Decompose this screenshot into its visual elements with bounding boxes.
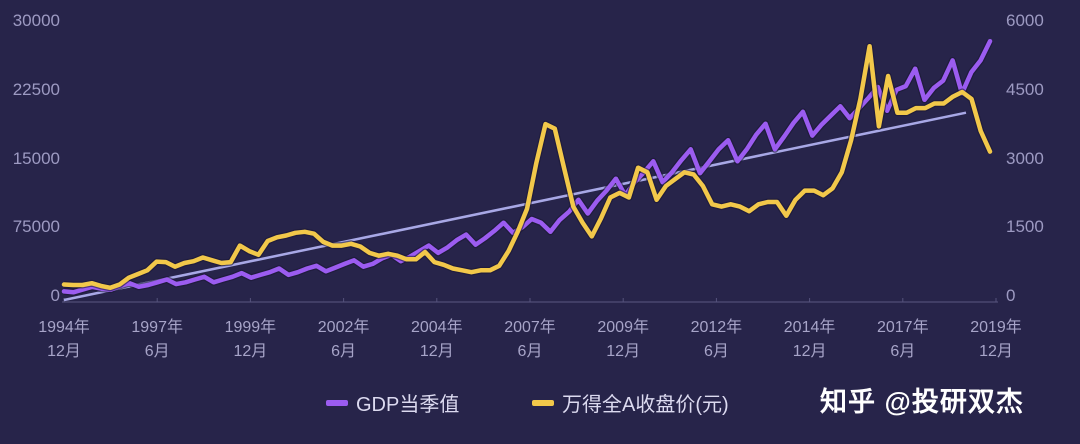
- x-tick-year: 1994年: [38, 319, 90, 336]
- x-tick-month: 12月: [419, 343, 454, 360]
- x-tick-year: 2002年: [317, 319, 370, 336]
- x-tick-label: 2017年 6月: [863, 316, 943, 364]
- x-tick-label: 1999年 12月: [210, 316, 290, 364]
- x-tick-year: 2019年: [970, 319, 1022, 336]
- y-right-tick: 6000: [1006, 11, 1044, 30]
- y-right-tick: 3000: [1006, 148, 1044, 168]
- x-tick-label: 1997年 6月: [117, 316, 197, 364]
- y-right-tick: 0: [1006, 286, 1016, 305]
- x-tick-label: 2004年 12月: [397, 316, 477, 364]
- x-tick-label: 2012年 6月: [676, 316, 756, 364]
- x-tick-year: 2012年: [690, 319, 743, 336]
- wind-a-swatch-icon: [532, 399, 554, 406]
- legend-item-wind-a[interactable]: 万得全A收盘价(元): [532, 388, 729, 417]
- y-right-tick: 1500: [1006, 217, 1044, 237]
- x-tick-label: 2007年 6月: [490, 316, 570, 364]
- x-tick-year: 1999年: [224, 319, 277, 336]
- x-tick-month: 12月: [606, 343, 641, 360]
- legend-label-gdp: GDP当季值: [356, 394, 460, 416]
- trend-line: [63, 111, 967, 302]
- x-tick-year: 2004年: [410, 319, 463, 336]
- x-tick-month: 12月: [979, 343, 1013, 360]
- x-tick-year: 2017年: [876, 319, 929, 336]
- x-tick-label: 1994年 12月: [24, 316, 104, 364]
- x-tick-year: 2014年: [783, 319, 836, 336]
- x-tick-month: 6月: [703, 343, 729, 360]
- x-tick-month: 12月: [47, 343, 81, 360]
- x-tick-label: 2014年 12月: [770, 316, 850, 364]
- y-left-tick: 30000: [12, 11, 60, 30]
- x-tick-month: 6月: [331, 343, 357, 360]
- x-tick-month: 12月: [792, 343, 827, 360]
- x-tick-label: 2002年 6月: [304, 316, 384, 364]
- x-tick-month: 6月: [890, 343, 916, 360]
- legend-item-gdp[interactable]: GDP当季值: [326, 388, 459, 417]
- watermark: 知乎 @投研双杰: [820, 387, 1024, 417]
- x-tick-month: 6月: [517, 343, 543, 360]
- gdp-line[interactable]: [61, 38, 993, 295]
- x-tick-month: 12月: [233, 343, 268, 360]
- x-tick-year: 2009年: [597, 319, 649, 336]
- x-tick-label: 2019年 12月: [956, 316, 1036, 364]
- x-tick-year: 2007年: [504, 319, 556, 336]
- wind-a-line[interactable]: [61, 43, 993, 291]
- wind-a-line-shadow: [63, 42, 994, 292]
- y-right-tick: 4500: [1006, 79, 1044, 99]
- y-left-tick: 22500: [12, 79, 60, 99]
- x-tick-month: 6月: [144, 343, 170, 360]
- x-tick-label: 2009年 12月: [583, 316, 663, 364]
- gdp-swatch-icon: [326, 399, 348, 406]
- y-left-tick: 15000: [12, 148, 60, 168]
- y-left-tick: 0: [50, 286, 60, 305]
- y-left-tick: 75000: [12, 217, 60, 237]
- x-tick-year: 1997年: [131, 319, 183, 336]
- legend-label-wind-a: 万得全A收盘价(元): [562, 394, 729, 416]
